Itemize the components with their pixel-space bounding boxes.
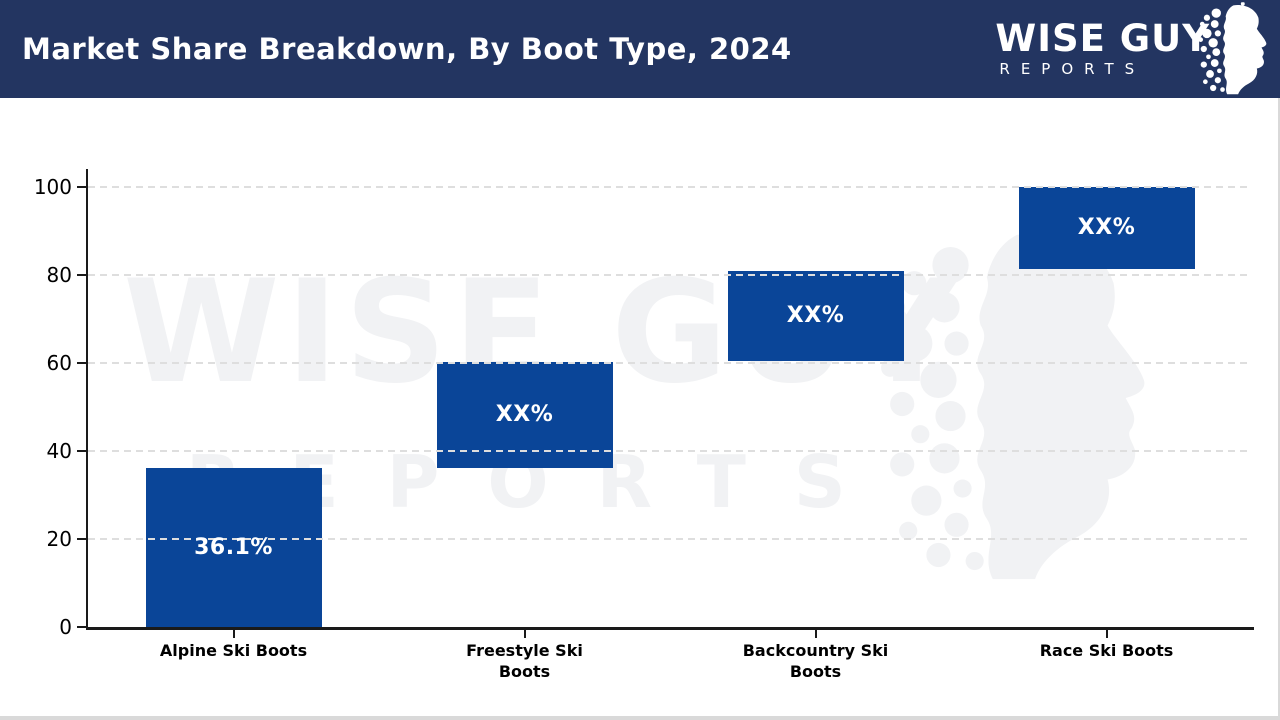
gridline-20 <box>88 538 1252 540</box>
image-bottom-border <box>0 716 1280 720</box>
bar-alpine-ski-boots <box>145 468 322 627</box>
wiseguy-logo: WISE GUY REPORTS <box>995 0 1274 98</box>
bar-value-label-backcountry-ski-boots: XX% <box>786 302 845 328</box>
chart-title: Market Share Breakdown, By Boot Type, 20… <box>22 32 792 66</box>
logo-head-icon <box>1196 1 1274 97</box>
y-tick-mark-0 <box>77 626 88 628</box>
y-tick-mark-40 <box>77 450 88 452</box>
y-tick-label-80: 80 <box>46 263 72 287</box>
x-tick-mark-backcountry-ski-boots <box>814 630 817 638</box>
x-tick-mark-freestyle-ski-boots <box>523 630 526 638</box>
category-label-race-ski-boots: Race Ski Boots <box>1039 641 1174 660</box>
chart-canvas: WISE GUY REPORTS 0 20 40 60 80 100 36.1% Alpine… <box>0 98 1280 720</box>
y-axis-line <box>86 169 88 629</box>
gridline-80 <box>88 274 1252 276</box>
bar-value-label-alpine-ski-boots: 36.1% <box>194 534 273 560</box>
x-tick-mark-race-ski-boots <box>1105 630 1108 638</box>
bar-value-label-freestyle-ski-boots: XX% <box>495 402 554 428</box>
category-label-alpine-ski-boots: Alpine Ski Boots <box>159 641 308 660</box>
gridline-100 <box>88 186 1252 188</box>
bar-race-ski-boots <box>1018 187 1195 270</box>
bar-value-label-race-ski-boots: XX% <box>1077 215 1136 241</box>
y-tick-mark-80 <box>77 274 88 276</box>
y-tick-label-20: 20 <box>46 527 72 551</box>
logo-wiseguy-text: WISE GUY <box>995 17 1210 61</box>
y-tick-label-0: 0 <box>59 615 72 639</box>
y-tick-mark-20 <box>77 538 88 540</box>
category-label-freestyle-ski-boots: Freestyle Ski Boots <box>466 641 583 681</box>
y-tick-mark-100 <box>77 186 88 188</box>
x-axis-line <box>86 627 1254 630</box>
logo-reports-text: REPORTS <box>999 59 1146 78</box>
y-tick-mark-60 <box>77 362 88 364</box>
y-tick-label-60: 60 <box>46 351 72 375</box>
y-tick-label-100: 100 <box>33 175 72 199</box>
logo-text: WISE GUY REPORTS <box>995 17 1210 78</box>
image-right-border <box>1278 98 1280 720</box>
x-tick-mark-alpine-ski-boots <box>232 630 235 638</box>
y-tick-label-40: 40 <box>46 439 72 463</box>
header: Market Share Breakdown, By Boot Type, 20… <box>0 0 1280 98</box>
category-label-backcountry-ski-boots: Backcountry Ski Boots <box>742 641 889 681</box>
gridline-40 <box>88 450 1252 452</box>
bar-backcountry-ski-boots <box>727 270 904 361</box>
gridline-60 <box>88 362 1252 364</box>
